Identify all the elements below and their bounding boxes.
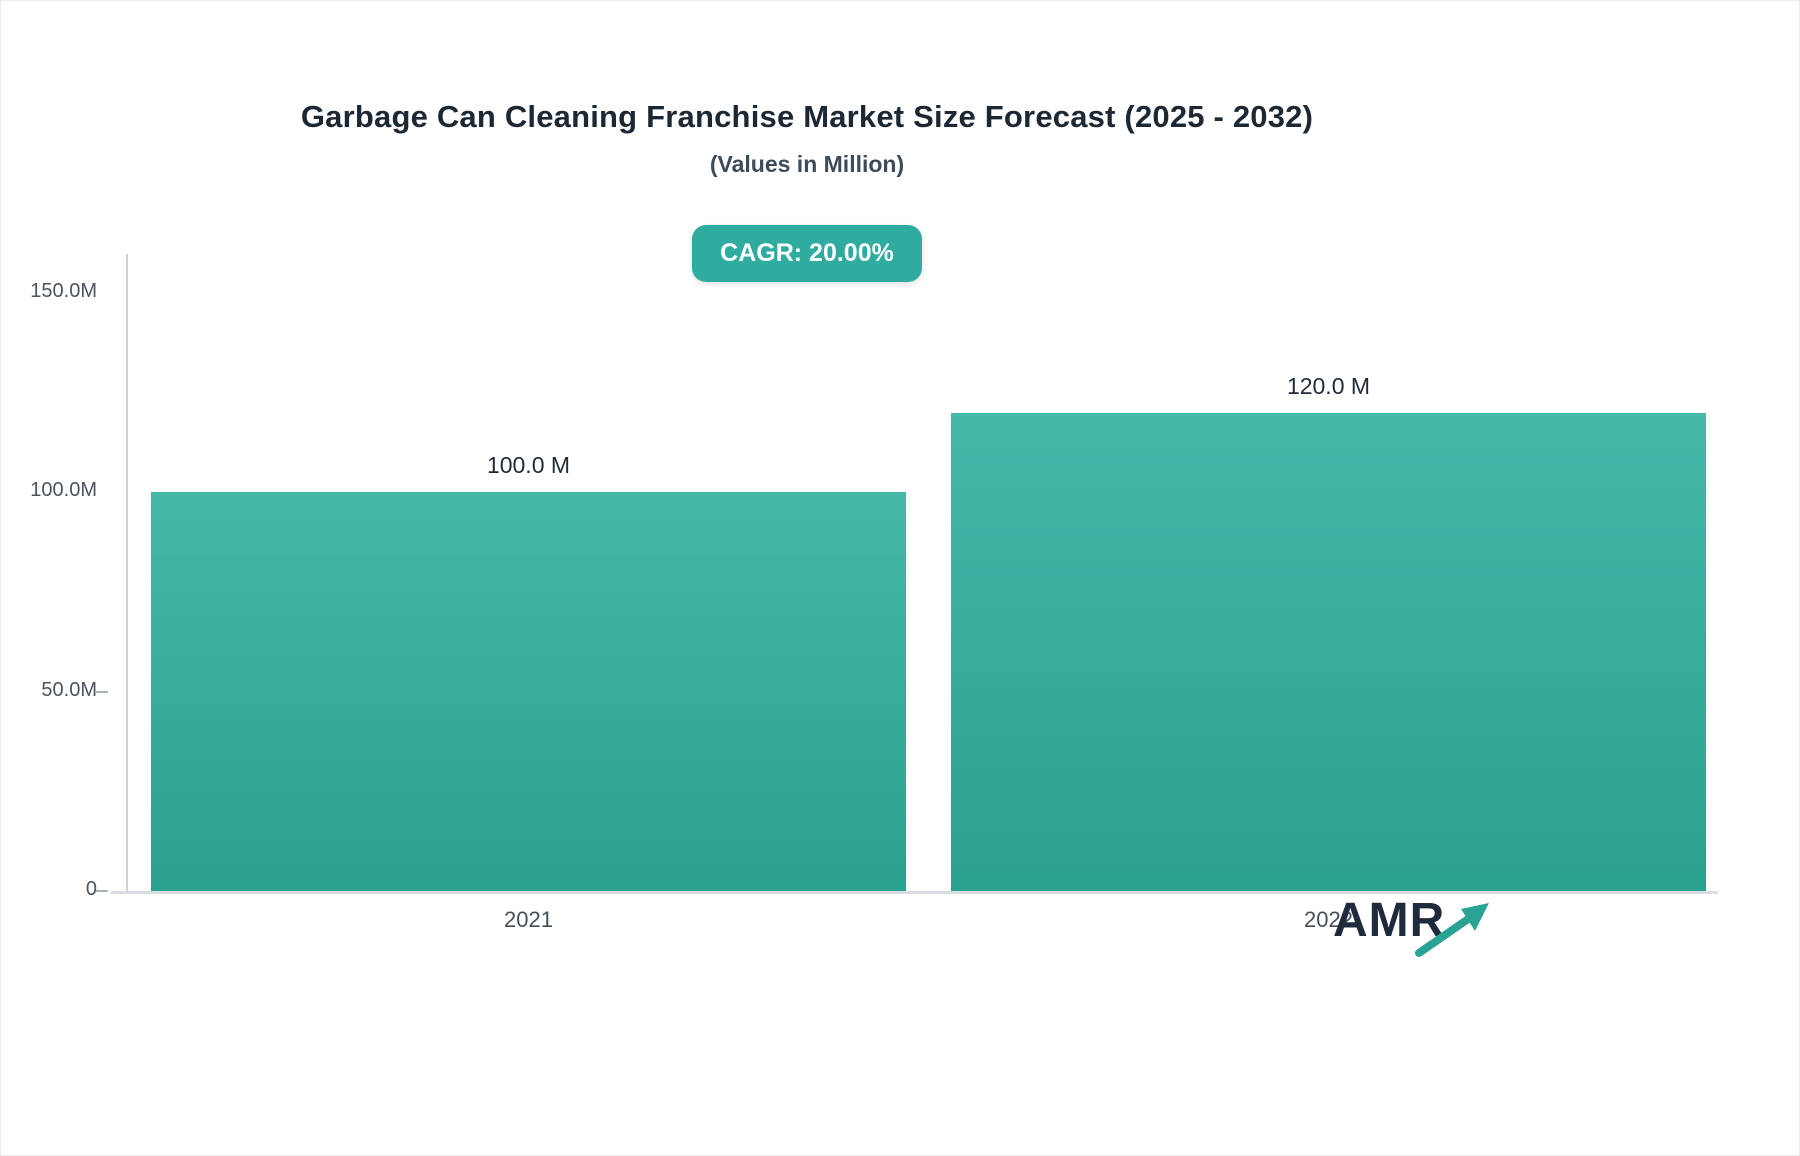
growth-arrow-icon: [1415, 903, 1489, 957]
x-axis-category-label: 2022: [1304, 907, 1353, 932]
chart-title: Garbage Can Cleaning Franchise Market Si…: [300, 99, 1314, 134]
y-axis-tick-label: 150.0M: [30, 280, 97, 302]
amr-logo: AMR: [1333, 893, 1503, 963]
amr-logo-text: AMR: [1333, 894, 1446, 947]
y-axis-tick-label: 0: [85, 878, 97, 900]
bar-2021: [151, 492, 906, 891]
bar-value-label: 100.0 M: [486, 452, 571, 479]
chart-subtitle: (Values in Million): [709, 151, 905, 177]
y-axis-tick-label: 100.0M: [30, 479, 97, 502]
y-axis-tick-label: 50.0M: [41, 678, 97, 701]
y-axis-tick-mark: [96, 690, 108, 693]
bar-value-label: 120.0 M: [1286, 372, 1371, 399]
x-axis-line: [111, 891, 1718, 894]
y-axis-line: [126, 254, 128, 891]
bar-2022: [951, 412, 1706, 891]
cagr-badge: CAGR: 20.00%: [692, 225, 922, 282]
x-axis-category-label: 2021: [504, 907, 553, 932]
cagr-badge-wrap: CAGR: 20.00%: [1, 225, 1613, 282]
y-axis-tick-mark: [96, 890, 108, 892]
